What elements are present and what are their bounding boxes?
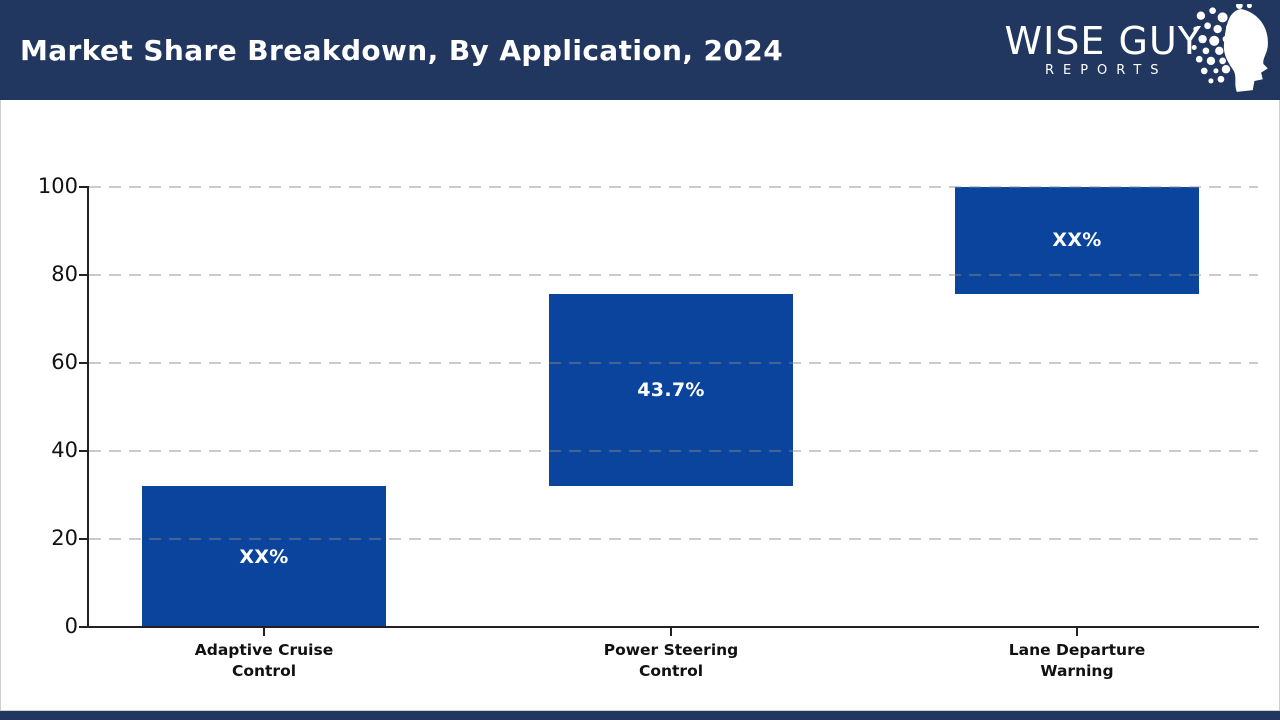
bar-power-steering-control: 43.7%: [549, 293, 793, 487]
gridline: [89, 362, 1258, 364]
x-category-label-line: Warning: [1040, 662, 1114, 680]
y-axis-tick: [79, 186, 87, 188]
x-category-label-adaptive-cruise-control: Adaptive Cruise Control: [134, 640, 394, 682]
x-axis-spine: [87, 626, 1259, 628]
gridline: [89, 274, 1258, 276]
y-axis-tick-label: 100: [37, 174, 78, 198]
bar-value-label: 43.7%: [637, 379, 705, 402]
brand-logo-subtitle: REPORTS: [1044, 63, 1168, 78]
bar-lane-departure-warning: XX%: [955, 187, 1199, 294]
x-axis-tick: [263, 628, 265, 636]
x-category-label-power-steering-control: Power Steering Control: [541, 640, 801, 682]
x-category-label-lane-departure-warning: Lane Departure Warning: [947, 640, 1207, 682]
y-axis-tick-label: 20: [51, 526, 78, 550]
bar-adaptive-cruise-control: XX%: [142, 486, 386, 627]
brand-logo-name: WISE GUY: [1004, 19, 1202, 63]
waterfall-chart: 0 20 40 60 80 100 XX% Adaptive Cruise Control 43.…: [0, 100, 1280, 711]
y-axis-tick: [79, 450, 87, 452]
x-category-label-line: Control: [231, 662, 297, 680]
x-category-label-line: Adaptive Cruise: [194, 641, 334, 659]
x-category-label-line: Control: [638, 662, 704, 680]
brand-logo: WISE GUY REPORTS: [1005, 0, 1274, 100]
y-axis-tick: [79, 538, 87, 540]
y-axis-tick-label: 60: [51, 350, 78, 374]
y-axis-tick: [79, 626, 87, 628]
page-title: Market Share Breakdown, By Application, …: [20, 33, 784, 67]
y-axis-tick: [79, 274, 87, 276]
brand-logo-text: WISE GUY REPORTS: [1005, 22, 1202, 78]
gridline: [89, 538, 1258, 540]
y-axis-tick-label: 40: [51, 438, 78, 462]
x-axis-tick: [670, 628, 672, 636]
dot-face-logo-icon: [1188, 4, 1274, 96]
bar-value-label: XX%: [239, 545, 289, 568]
y-axis-tick-label: 0: [64, 614, 78, 638]
x-axis-tick: [1076, 628, 1078, 636]
y-axis-tick: [79, 362, 87, 364]
gridline: [89, 186, 1258, 188]
y-axis-tick-label: 80: [51, 262, 78, 286]
x-category-label-line: Lane Departure: [1008, 641, 1146, 659]
gridline: [89, 450, 1258, 452]
footer-bar: [0, 711, 1280, 720]
x-category-label-line: Power Steering: [603, 641, 739, 659]
y-axis-spine: [87, 186, 89, 628]
bar-value-label: XX%: [1052, 229, 1102, 252]
header-bar: Market Share Breakdown, By Application, …: [0, 0, 1280, 100]
